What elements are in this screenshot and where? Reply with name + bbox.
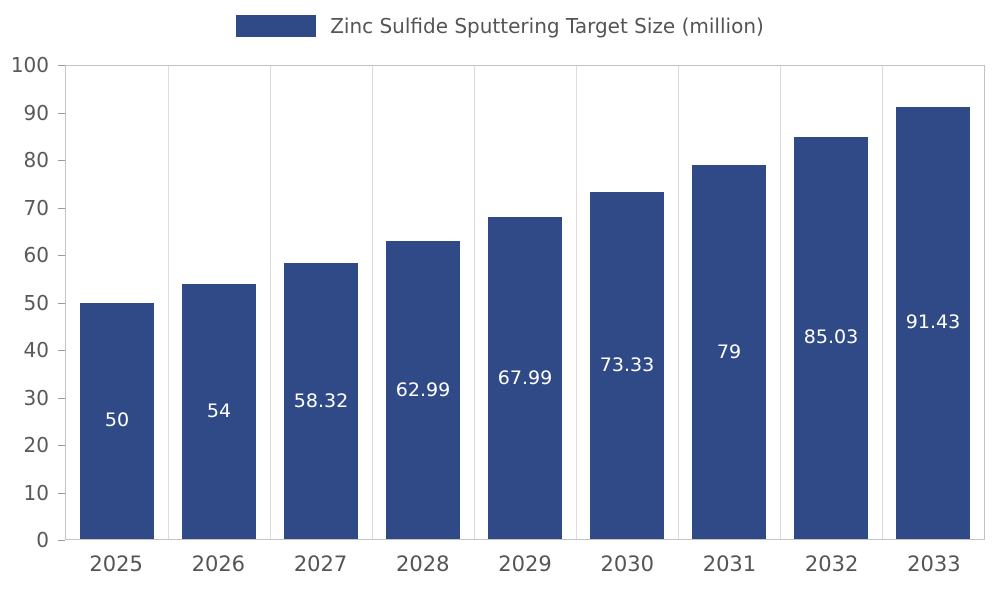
x-tick-label: 2031 bbox=[702, 552, 757, 576]
y-tick-mark bbox=[58, 207, 65, 209]
vertical-gridline bbox=[780, 66, 781, 539]
y-tick-label: 40 bbox=[23, 338, 49, 362]
y-tick-mark bbox=[58, 445, 65, 446]
y-tick-mark bbox=[58, 540, 65, 541]
legend-swatch bbox=[236, 15, 317, 37]
bar[interactable]: 67.99 bbox=[488, 217, 562, 539]
bar[interactable]: 79 bbox=[692, 165, 766, 539]
bar-value-label: 50 bbox=[104, 409, 130, 432]
legend[interactable]: Zinc Sulfide Sputtering Target Size (mil… bbox=[0, 14, 1000, 38]
bar-value-label: 67.99 bbox=[497, 366, 553, 389]
y-tick-label: 50 bbox=[23, 290, 49, 315]
y-tick-label: 80 bbox=[23, 148, 49, 172]
bar[interactable]: 50 bbox=[80, 302, 154, 539]
bar-value-label: 62.99 bbox=[395, 378, 451, 401]
vertical-gridline bbox=[168, 66, 169, 539]
x-tick-label: 2026 bbox=[191, 552, 246, 576]
y-tick-mark bbox=[58, 397, 65, 399]
bar[interactable]: 62.99 bbox=[386, 241, 460, 539]
x-tick-label: 2027 bbox=[293, 552, 348, 576]
y-tick-label: 30 bbox=[23, 385, 49, 410]
vertical-gridline bbox=[371, 66, 373, 539]
vertical-gridline bbox=[677, 66, 679, 539]
vertical-gridline bbox=[474, 66, 475, 539]
bar[interactable]: 54 bbox=[182, 283, 256, 539]
y-tick-mark bbox=[58, 492, 65, 494]
x-tick-label: 2028 bbox=[396, 552, 450, 576]
bar[interactable]: 58.32 bbox=[284, 263, 358, 539]
bar-value-label: 91.43 bbox=[905, 311, 961, 334]
plot-area: 50 54 58.32 62.99 67.99 73.33 79 85.03 91.43 bbox=[65, 65, 985, 540]
bar-value-label: 79 bbox=[716, 340, 742, 363]
bar-value-label: 54 bbox=[206, 399, 232, 422]
y-tick-mark bbox=[58, 302, 65, 304]
y-axis: 0 10 20 30 40 50 60 70 80 90 100 bbox=[0, 53, 65, 552]
x-axis: 2025 2026 2027 2028 2029 2030 2031 2032 2033 bbox=[65, 540, 985, 590]
y-tick-label: 20 bbox=[23, 433, 49, 457]
x-tick-label: 2030 bbox=[600, 552, 654, 576]
vertical-gridline bbox=[882, 66, 883, 539]
x-tick-label: 2032 bbox=[804, 552, 859, 576]
vertical-gridline bbox=[270, 66, 271, 539]
y-tick-label: 0 bbox=[36, 528, 49, 552]
bar[interactable]: 73.33 bbox=[590, 192, 664, 539]
bar[interactable]: 85.03 bbox=[794, 136, 868, 539]
x-tick-label: 2033 bbox=[907, 552, 961, 576]
legend-label: Zinc Sulfide Sputtering Target Size (mil… bbox=[330, 14, 764, 38]
y-tick-mark bbox=[58, 160, 65, 161]
bar-value-label: 73.33 bbox=[599, 354, 655, 377]
y-tick-mark bbox=[58, 350, 65, 351]
y-tick-label: 60 bbox=[23, 243, 49, 267]
bar-value-label: 85.03 bbox=[803, 326, 859, 349]
x-tick-label: 2029 bbox=[498, 552, 552, 576]
y-tick-mark bbox=[58, 65, 65, 66]
y-tick-label: 100 bbox=[10, 53, 49, 77]
vertical-gridline bbox=[576, 66, 577, 539]
y-tick-label: 10 bbox=[23, 480, 49, 505]
bar[interactable]: 91.43 bbox=[896, 106, 970, 539]
x-tick-label: 2025 bbox=[89, 552, 143, 576]
y-tick-label: 70 bbox=[23, 195, 49, 220]
y-tick-mark bbox=[58, 112, 65, 114]
bar-value-label: 58.32 bbox=[293, 389, 349, 412]
y-tick-mark bbox=[58, 255, 65, 256]
y-tick-label: 90 bbox=[23, 100, 49, 125]
